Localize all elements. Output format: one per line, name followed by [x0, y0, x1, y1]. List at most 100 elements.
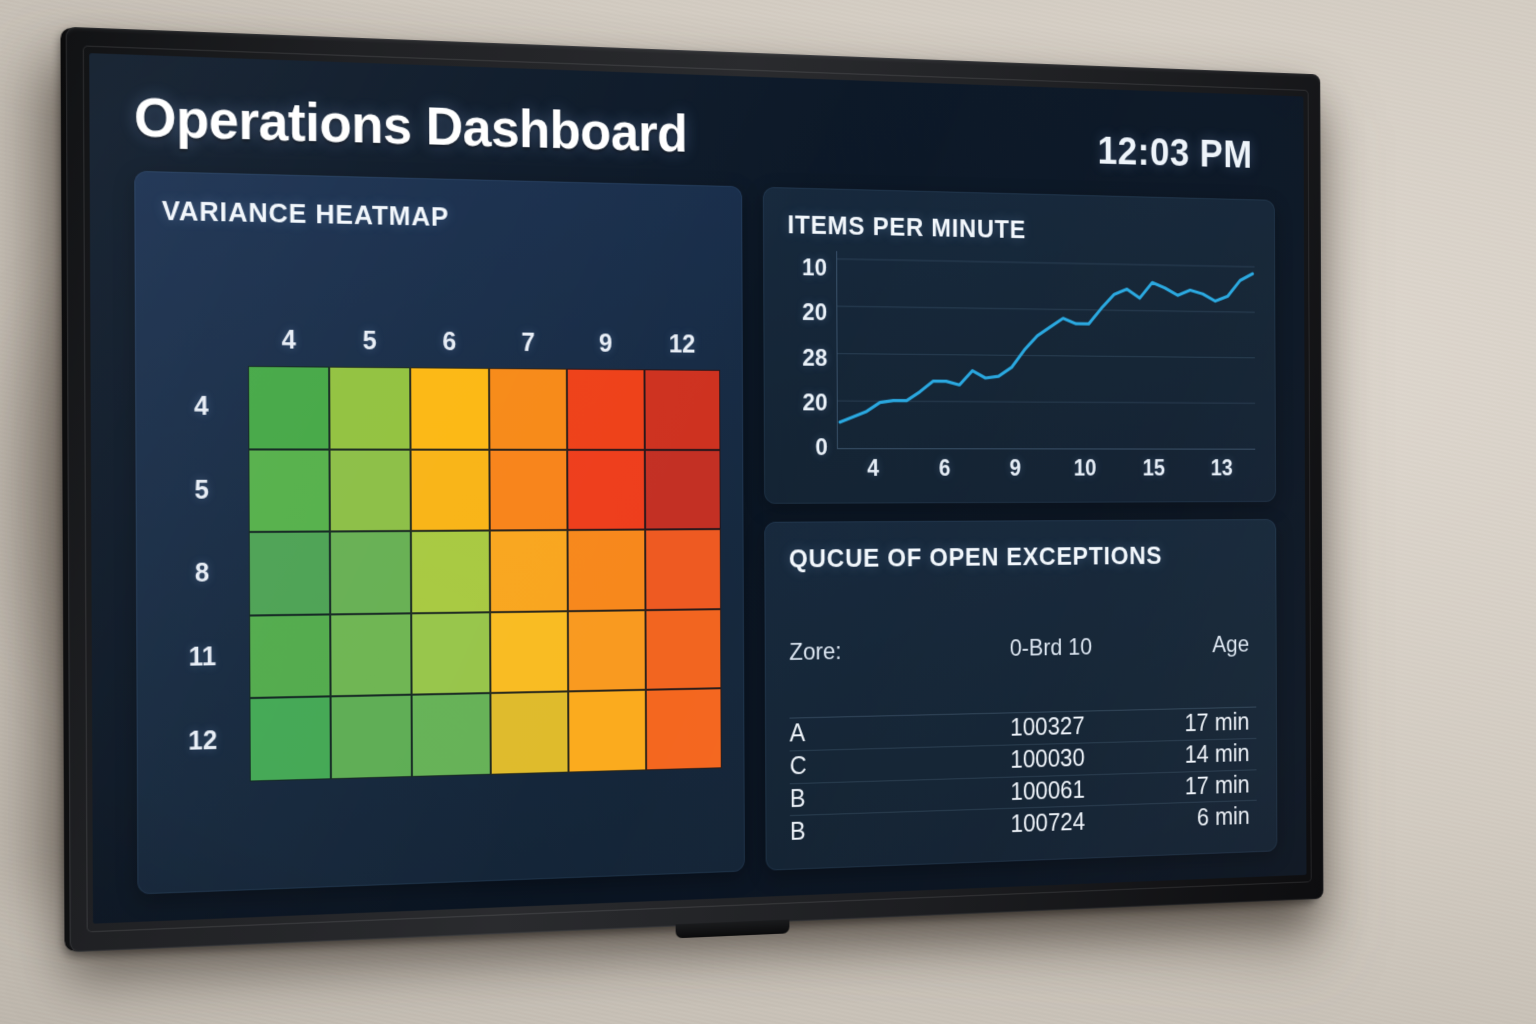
cell-zone: B — [789, 817, 806, 846]
page-title: Operations Dashboard — [133, 87, 688, 164]
table-body: A 100327 17 min C 100030 14 min B 100061 17 min B… — [789, 707, 1257, 847]
y-tick-label: 20 — [802, 299, 828, 327]
heatmap-row — [249, 688, 722, 782]
heatmap-cell[interactable] — [330, 531, 411, 615]
heatmap-row-label: 12 — [188, 725, 218, 756]
clock-display: 12:03 PM — [1097, 129, 1253, 177]
heatmap-cell[interactable] — [409, 367, 490, 450]
heatmap-col-label: 9 — [598, 329, 613, 358]
chart-plot-column: 4 6 9 10 15 13 — [836, 251, 1256, 482]
chart-plot — [836, 251, 1256, 450]
heatmap-cell[interactable] — [567, 529, 646, 611]
y-tick-label: 20 — [802, 389, 828, 417]
x-tick-label: 13 — [1210, 455, 1233, 481]
heatmap-row-label: 5 — [194, 475, 210, 505]
heatmap-cell[interactable] — [644, 529, 722, 610]
y-tick-label: 28 — [802, 344, 828, 372]
cell-id: 100030 — [1010, 744, 1085, 774]
heatmap-column-headers: 4 5 6 7 9 12 — [248, 325, 720, 360]
heatmap-title: VARIANCE HEATMAP — [161, 194, 450, 233]
heatmap-cell[interactable] — [248, 449, 331, 533]
line-chart-svg — [837, 251, 1255, 449]
heatmap-cell[interactable] — [330, 695, 412, 780]
x-tick-label: 10 — [1073, 455, 1097, 481]
heatmap-cell[interactable] — [644, 449, 721, 530]
heatmap-cell[interactable] — [248, 531, 331, 616]
heatmap-cell[interactable] — [411, 693, 491, 777]
cell-age: 6 min — [1196, 802, 1250, 832]
table-header-row: Zore: 0-Brd 10 Age — [788, 582, 1257, 719]
table-title: QUCUE OF OPEN EXCEPTIONS — [788, 540, 1163, 574]
heatmap-cells — [247, 365, 722, 782]
x-tick-label: 15 — [1142, 455, 1166, 481]
x-tick-label: 4 — [867, 455, 880, 481]
dashboard-header: Operations Dashboard 12:03 PM — [134, 86, 1275, 181]
tv-screen: Operations Dashboard 12:03 PM VARIANCE H… — [89, 53, 1307, 924]
exceptions-table: Zore: 0-Brd 10 Age A 100327 17 min C 100030 1… — [788, 579, 1257, 848]
heatmap-cell[interactable] — [247, 365, 330, 450]
heatmap-cell[interactable] — [329, 449, 411, 532]
ir-receiver-nub — [675, 919, 790, 939]
gridline — [838, 354, 1255, 358]
x-tick-label: 6 — [938, 455, 951, 481]
heatmap-cell[interactable] — [329, 366, 411, 450]
heatmap-col-label: 12 — [668, 330, 696, 359]
chart-x-axis: 4 6 9 10 15 13 — [837, 449, 1255, 482]
heatmap-col-label: 7 — [521, 328, 536, 358]
heatmap-row — [248, 449, 721, 533]
heatmap-cell[interactable] — [489, 530, 569, 613]
cell-age: 17 min — [1184, 771, 1250, 801]
heatmap-row-label: 11 — [188, 642, 217, 673]
gridline — [837, 259, 1254, 267]
column-header-age: Age — [1212, 631, 1250, 658]
heatmap-row-label: 4 — [194, 391, 209, 422]
cell-age: 17 min — [1184, 708, 1250, 738]
x-tick-label: 9 — [1009, 455, 1022, 481]
heatmap-cell[interactable] — [645, 688, 722, 771]
heatmap-body: 4 5 8 11 12 — [169, 365, 722, 784]
heatmap-row — [249, 608, 722, 699]
cell-zone: A — [789, 719, 806, 748]
heatmap-cell[interactable] — [490, 691, 569, 775]
heatmap-cell[interactable] — [568, 609, 646, 692]
heatmap-cell[interactable] — [410, 449, 490, 532]
heatmap-cell[interactable] — [410, 612, 491, 696]
heatmap-cell[interactable] — [567, 449, 645, 531]
line-chart-area: 10 20 28 20 0 — [788, 250, 1256, 482]
heatmap-cell[interactable] — [249, 614, 331, 699]
throughput-line-series — [839, 266, 1253, 423]
heatmap-cell[interactable] — [489, 449, 568, 531]
heatmap-cell[interactable] — [330, 613, 412, 697]
heatmap-cell[interactable] — [568, 690, 646, 773]
chart-y-axis: 10 20 28 20 0 — [788, 250, 838, 482]
gridline — [837, 306, 1254, 312]
open-exceptions-card: QUCUE OF OPEN EXCEPTIONS Zore: 0-Brd 10 … — [764, 518, 1278, 871]
heatmap-row-label: 8 — [194, 558, 210, 589]
chart-title: ITEMS PER MINUTE — [787, 209, 1026, 245]
cell-id: 100327 — [1010, 712, 1085, 742]
heatmap-col-label: 6 — [442, 327, 457, 357]
heatmap-row — [247, 365, 721, 450]
cell-id: 100724 — [1010, 807, 1086, 838]
heatmap-cell[interactable] — [645, 608, 722, 691]
left-column: VARIANCE HEATMAP 4 5 6 7 9 12 4 5 8 11 12 — [134, 170, 745, 895]
items-per-minute-card: ITEMS PER MINUTE 10 20 28 20 0 — [762, 186, 1277, 504]
cell-age: 14 min — [1184, 740, 1250, 769]
column-header-id: 0-Brd 10 — [1009, 634, 1093, 662]
cell-id: 100061 — [1010, 776, 1086, 806]
y-tick-label: 0 — [815, 434, 828, 462]
heatmap-cell[interactable] — [490, 610, 569, 694]
column-header-zone: Zore: — [789, 638, 842, 666]
heatmap-cell[interactable] — [489, 367, 568, 450]
cell-zone: C — [789, 752, 807, 781]
heatmap-wrapper: 4 5 6 7 9 12 4 5 8 11 12 — [162, 238, 722, 870]
dashboard-ui: Operations Dashboard 12:03 PM VARIANCE H… — [89, 53, 1307, 924]
heatmap-cell[interactable] — [567, 368, 645, 450]
heatmap-cell[interactable] — [249, 696, 332, 782]
dashboard-grid: VARIANCE HEATMAP 4 5 6 7 9 12 4 5 8 11 12 — [134, 170, 1278, 895]
heatmap-cell[interactable] — [410, 530, 491, 614]
cell-zone: B — [789, 784, 806, 813]
heatmap-cell[interactable] — [644, 369, 721, 450]
